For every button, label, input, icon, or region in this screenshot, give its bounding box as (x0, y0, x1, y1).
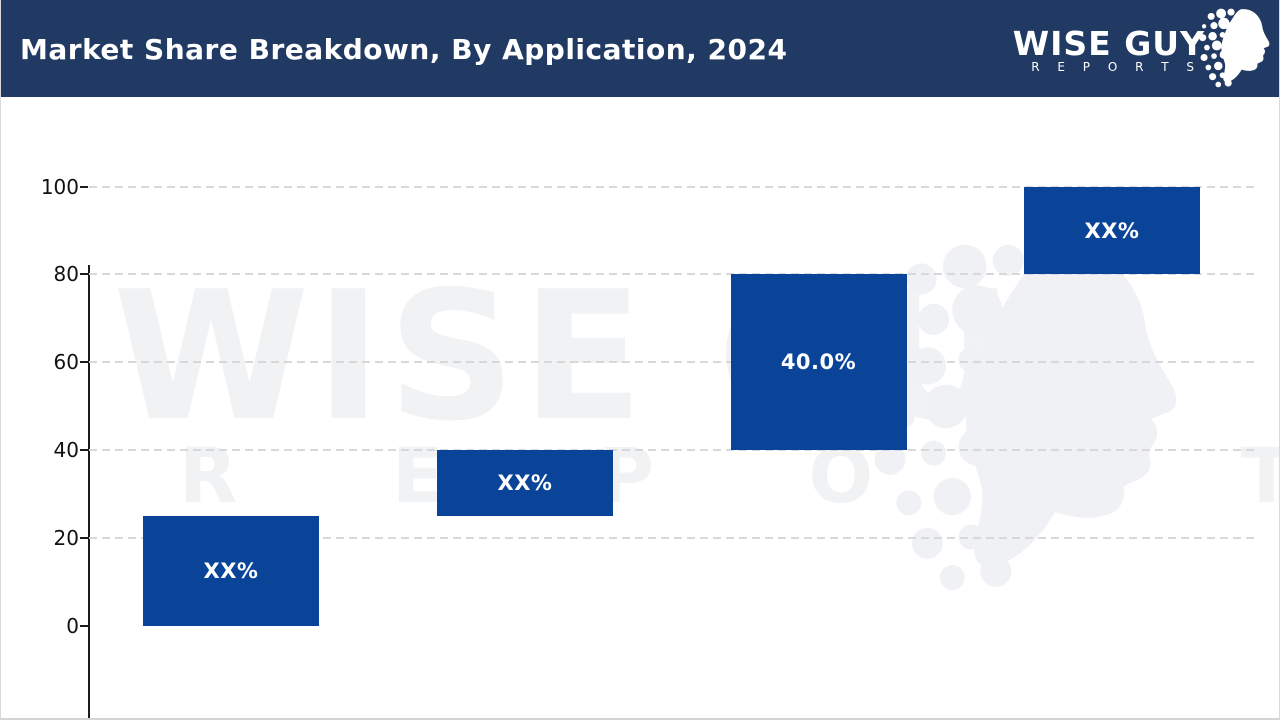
dotted-head-icon (1199, 8, 1270, 88)
bar-pharmaceuticals: XX% (437, 450, 613, 517)
y-tick-mark (80, 361, 88, 364)
gridline-80 (89, 273, 1254, 276)
logo-subtitle: R E P O R T S (1031, 60, 1201, 74)
y-tick-label: 20 (53, 526, 79, 551)
y-tick-mark (80, 185, 88, 188)
gridline-40 (89, 449, 1254, 452)
bar-value-label: 40.0% (780, 350, 857, 375)
y-tick-label: 60 (53, 350, 79, 375)
gridline-60 (89, 361, 1254, 364)
y-tick-label: 100 (40, 174, 79, 199)
logo-wordmark: WISE GUY (1012, 24, 1205, 63)
y-tick-mark (80, 273, 88, 276)
bar-agrochemicals: XX% (143, 516, 319, 626)
wise-guy-reports-logo: WISE GUY R E P O R T S (1013, 0, 1271, 97)
chart-title: Market Share Breakdown, By Application, … (20, 33, 788, 66)
y-tick-label: 40 (53, 438, 79, 463)
bar-flavors-and-fragrances: XX% (1024, 186, 1200, 275)
bar-chemical-intermediate: 40.0% (730, 274, 907, 451)
bar-value-label: XX% (203, 559, 259, 584)
header-bar: Market Share Breakdown, By Application, … (1, 0, 1279, 97)
gridline-100 (89, 185, 1254, 188)
y-tick-label: 0 (66, 614, 79, 638)
gridline-20 (89, 537, 1254, 540)
y-tick-mark (80, 449, 88, 452)
y-tick-mark (80, 625, 88, 627)
y-axis-line (88, 265, 90, 718)
plot-area: 020406080100XX%AgrochemicalsXX%Pharmaceu… (1, 97, 1279, 718)
y-tick-label: 80 (53, 262, 79, 287)
bar-value-label: XX% (497, 471, 553, 496)
y-tick-mark (80, 537, 88, 540)
bar-value-label: XX% (1084, 218, 1140, 243)
